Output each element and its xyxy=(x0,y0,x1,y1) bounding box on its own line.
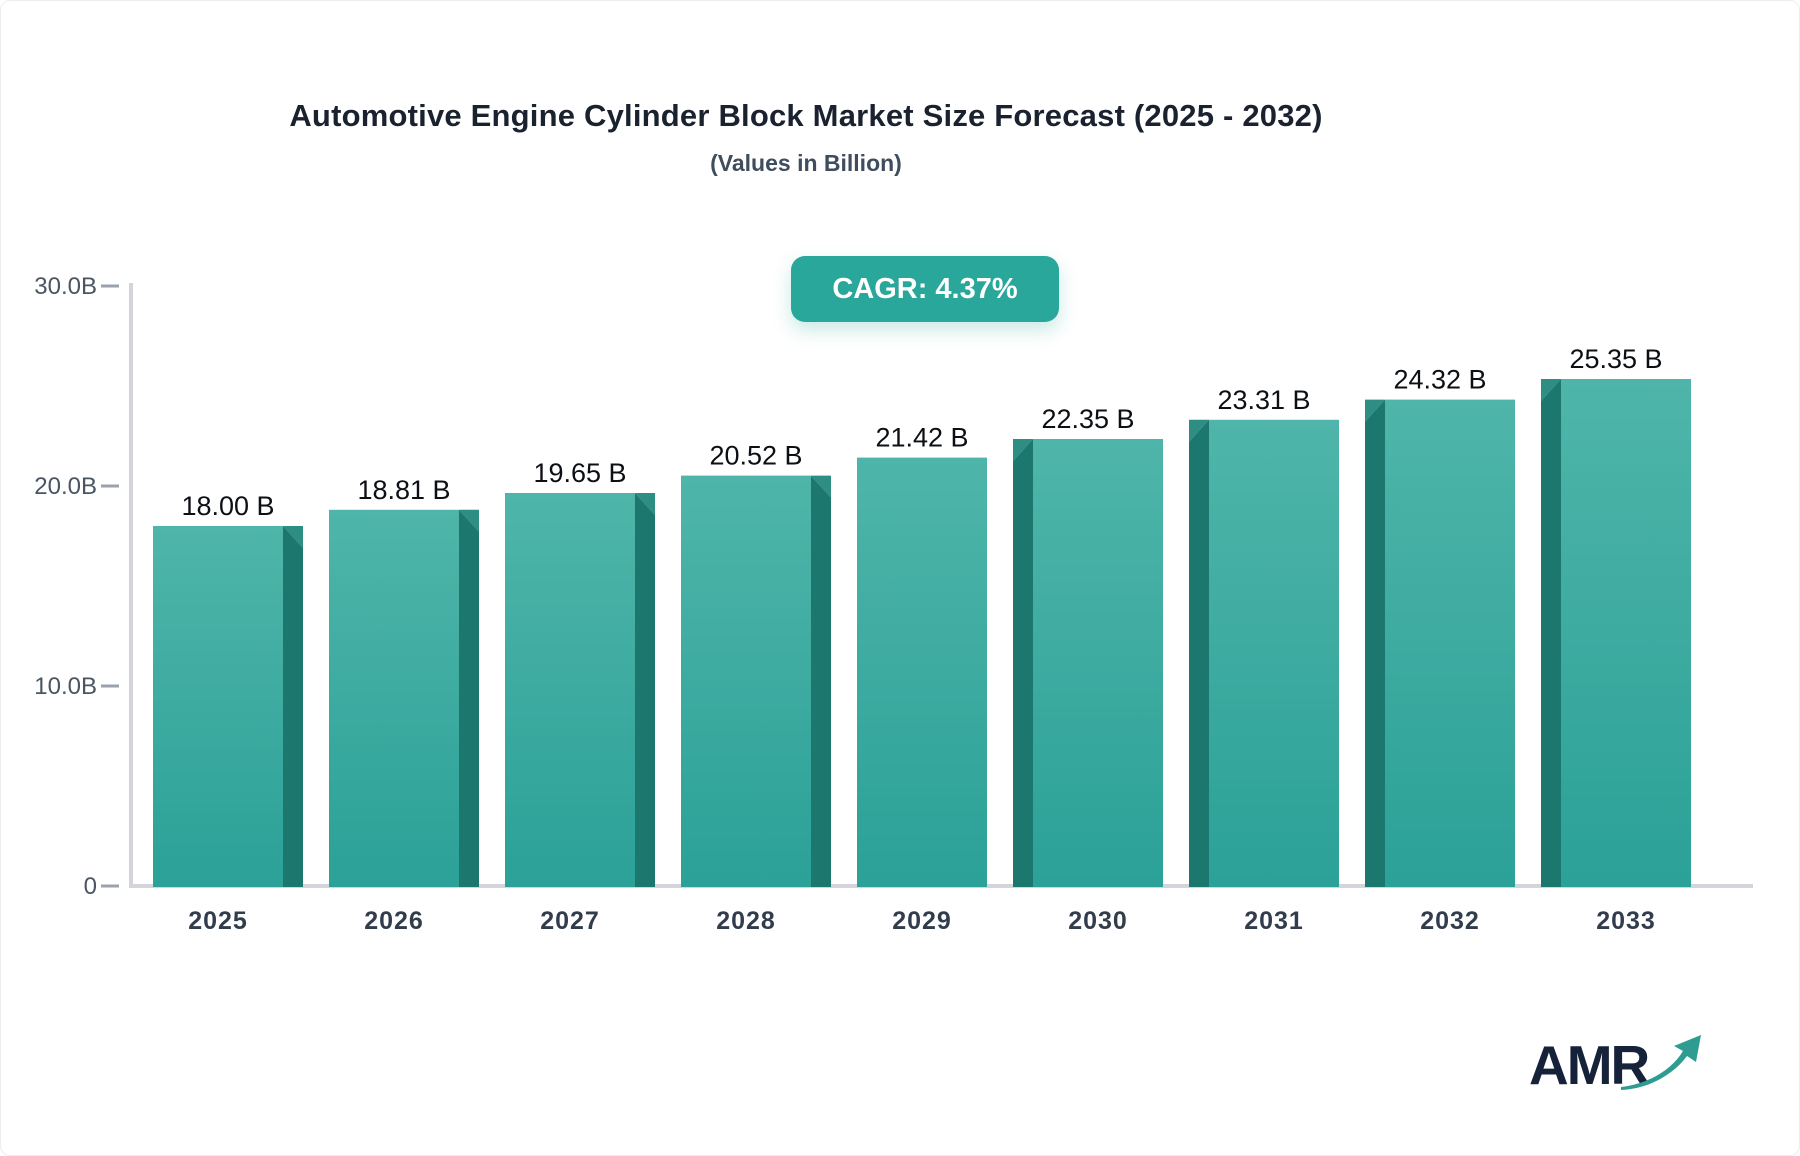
bar-2030: 22.35 B 2030 xyxy=(1013,404,1163,935)
bar-front-face xyxy=(1561,379,1691,887)
page-title: Automotive Engine Cylinder Block Market … xyxy=(289,98,1323,133)
bar-side-face xyxy=(459,509,479,887)
bar-value-label-2025: 18.00 B xyxy=(181,491,274,521)
bar-2033: 25.35 B 2033 xyxy=(1541,344,1691,935)
bar-front-face xyxy=(329,509,459,887)
bar-2031: 23.31 B 2031 xyxy=(1189,385,1339,935)
bar-front-face xyxy=(681,475,811,887)
bar-front-face xyxy=(153,526,283,887)
y-axis-label-30.0B: 30.0B xyxy=(34,273,97,300)
bar-value-label-2026: 18.81 B xyxy=(357,475,450,505)
x-axis-label-2030: 2030 xyxy=(1068,907,1128,935)
y-axis-label-20.0B: 20.0B xyxy=(34,473,97,500)
x-axis-label-2027: 2027 xyxy=(540,907,600,935)
bar-side-face xyxy=(1541,379,1561,887)
bar-front-face xyxy=(857,457,987,887)
amr-logo-arrow-icon xyxy=(1621,1035,1701,1090)
bar-side-face xyxy=(1189,419,1209,887)
amr-logo: AMR xyxy=(1529,1035,1719,1105)
page-subtitle: (Values in Billion) xyxy=(710,150,902,176)
bar-2032: 24.32 B 2032 xyxy=(1365,365,1515,935)
bar-side-face xyxy=(283,526,303,887)
amr-logo-text: AMR xyxy=(1529,1034,1650,1096)
bar-side-face xyxy=(1365,399,1385,887)
bar-front-face xyxy=(1209,419,1339,887)
x-axis-label-2028: 2028 xyxy=(716,907,776,935)
bar-value-label-2031: 23.31 B xyxy=(1217,385,1310,415)
cagr-badge: CAGR: 4.37% xyxy=(791,256,1059,322)
bar-value-label-2032: 24.32 B xyxy=(1393,365,1486,395)
bar-front-face xyxy=(1385,399,1515,887)
x-axis-label-2032: 2032 xyxy=(1420,907,1480,935)
bar-value-label-2027: 19.65 B xyxy=(533,458,626,488)
bar-2026: 18.81 B 2026 xyxy=(329,475,479,935)
y-axis-label-10.0B: 10.0B xyxy=(34,673,97,700)
bar-2028: 20.52 B 2028 xyxy=(681,441,831,935)
bar-2027: 19.65 B 2027 xyxy=(505,458,655,935)
x-axis-label-2029: 2029 xyxy=(892,907,952,935)
x-axis-label-2025: 2025 xyxy=(188,907,248,935)
y-axis-label-0: 0 xyxy=(84,873,97,900)
x-axis-label-2031: 2031 xyxy=(1244,907,1304,935)
bar-value-label-2028: 20.52 B xyxy=(709,441,802,471)
bar-side-face xyxy=(811,475,831,887)
bar-value-label-2033: 25.35 B xyxy=(1569,344,1662,374)
x-axis-label-2033: 2033 xyxy=(1596,907,1656,935)
bar-front-face xyxy=(1033,439,1163,887)
bar-side-face xyxy=(635,493,655,887)
bar-value-label-2030: 22.35 B xyxy=(1041,404,1134,434)
bar-2029: 21.42 B 2029 xyxy=(857,423,987,935)
bar-front-face xyxy=(505,493,635,887)
bar-2025: 18.00 B 2025 xyxy=(153,491,303,935)
bar-side-face xyxy=(1013,439,1033,887)
cagr-badge-label: CAGR: 4.37% xyxy=(832,272,1018,305)
bar-value-label-2029: 21.42 B xyxy=(875,423,968,453)
x-axis-label-2026: 2026 xyxy=(364,907,424,935)
